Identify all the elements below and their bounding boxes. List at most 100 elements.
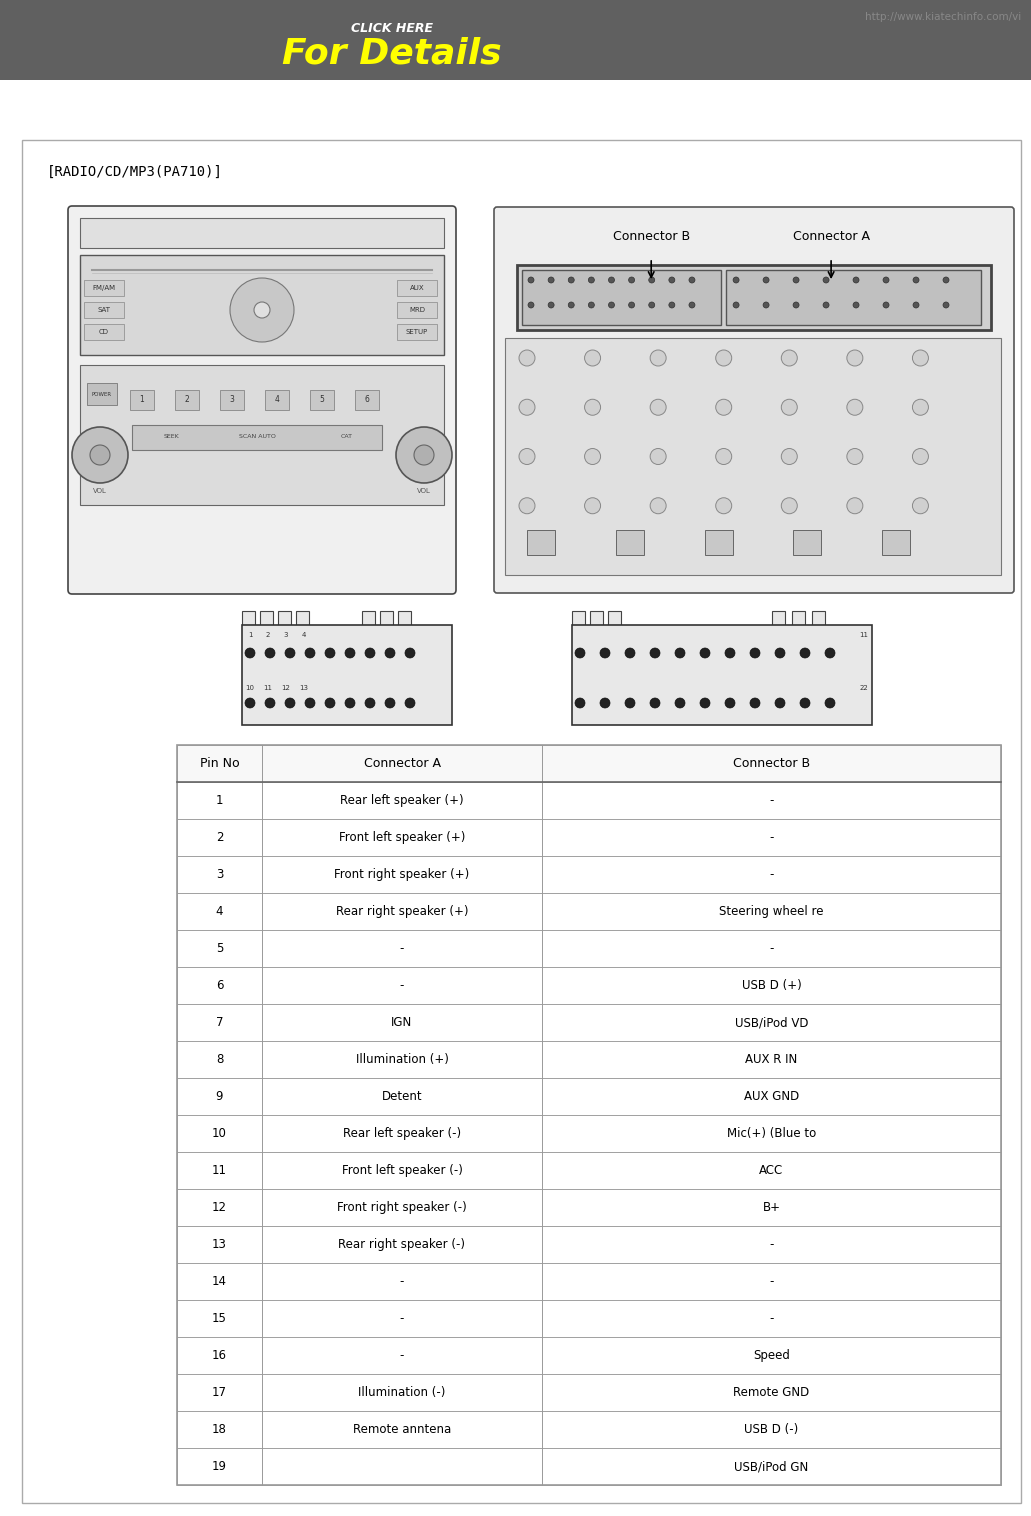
Circle shape — [600, 647, 610, 658]
Text: 11: 11 — [212, 1164, 227, 1176]
Circle shape — [846, 350, 863, 365]
Text: 5: 5 — [215, 941, 223, 955]
Circle shape — [585, 350, 601, 365]
Text: 15: 15 — [212, 1311, 227, 1325]
FancyBboxPatch shape — [494, 208, 1015, 593]
Circle shape — [883, 277, 889, 283]
Bar — [242, 625, 452, 725]
Bar — [616, 531, 643, 555]
Text: Illumination (-): Illumination (-) — [359, 1386, 445, 1399]
Bar — [397, 280, 437, 296]
Circle shape — [405, 697, 415, 708]
Text: IGN: IGN — [392, 1016, 412, 1029]
Bar — [177, 1114, 1001, 1152]
Circle shape — [265, 647, 275, 658]
Bar — [242, 611, 255, 625]
Bar — [177, 1263, 1001, 1301]
Text: ACC: ACC — [760, 1164, 784, 1176]
Text: 16: 16 — [212, 1349, 227, 1361]
Circle shape — [883, 302, 889, 308]
Bar — [80, 218, 444, 249]
Circle shape — [90, 446, 110, 465]
Circle shape — [519, 497, 535, 514]
Text: -: - — [769, 831, 773, 844]
Bar — [177, 744, 1001, 1486]
Circle shape — [650, 697, 660, 708]
Circle shape — [651, 350, 666, 365]
Text: USB D (-): USB D (-) — [744, 1424, 799, 1436]
Circle shape — [651, 497, 666, 514]
Text: 8: 8 — [215, 1054, 223, 1066]
Text: 10: 10 — [245, 685, 255, 691]
Circle shape — [725, 697, 735, 708]
Text: Steering wheel re: Steering wheel re — [720, 905, 824, 919]
Text: Speed: Speed — [753, 1349, 790, 1361]
Circle shape — [733, 277, 739, 283]
Circle shape — [689, 277, 695, 283]
Bar — [726, 270, 982, 324]
Text: Connector B: Connector B — [733, 756, 810, 770]
Text: -: - — [769, 1239, 773, 1251]
Circle shape — [651, 449, 666, 464]
Text: 22: 22 — [860, 685, 868, 691]
Bar — [177, 1226, 1001, 1263]
Circle shape — [853, 277, 859, 283]
Bar — [265, 390, 289, 409]
Bar — [175, 390, 199, 409]
Bar — [362, 611, 375, 625]
Text: Rear left speaker (+): Rear left speaker (+) — [340, 794, 464, 807]
Circle shape — [675, 647, 685, 658]
Circle shape — [800, 647, 810, 658]
Circle shape — [519, 350, 535, 365]
Circle shape — [846, 449, 863, 464]
Bar — [177, 1301, 1001, 1337]
Circle shape — [305, 697, 315, 708]
Circle shape — [285, 697, 295, 708]
Circle shape — [325, 647, 335, 658]
Bar — [572, 611, 585, 625]
Circle shape — [589, 277, 594, 283]
Text: 6: 6 — [215, 979, 224, 991]
Circle shape — [750, 647, 760, 658]
Circle shape — [385, 697, 395, 708]
Text: B+: B+ — [763, 1201, 780, 1214]
Circle shape — [823, 302, 829, 308]
Text: [RADIO/CD/MP3(PA710)]: [RADIO/CD/MP3(PA710)] — [47, 165, 223, 179]
Circle shape — [648, 277, 655, 283]
Circle shape — [912, 350, 929, 365]
Text: -: - — [400, 1349, 404, 1361]
Bar — [177, 819, 1001, 857]
Circle shape — [575, 647, 585, 658]
Circle shape — [716, 497, 732, 514]
Bar — [87, 384, 117, 405]
Circle shape — [716, 449, 732, 464]
Text: Rear right speaker (+): Rear right speaker (+) — [336, 905, 468, 919]
Text: 3: 3 — [230, 396, 234, 405]
Bar — [772, 611, 785, 625]
Circle shape — [700, 697, 710, 708]
Circle shape — [700, 647, 710, 658]
Bar — [397, 324, 437, 340]
Bar — [177, 1041, 1001, 1078]
Circle shape — [781, 449, 797, 464]
Circle shape — [575, 697, 585, 708]
Circle shape — [608, 277, 614, 283]
Bar — [590, 611, 603, 625]
Bar — [84, 280, 124, 296]
Text: Connector A: Connector A — [793, 230, 869, 243]
Circle shape — [853, 302, 859, 308]
Text: 18: 18 — [212, 1424, 227, 1436]
Text: 13: 13 — [299, 685, 308, 691]
Circle shape — [625, 697, 635, 708]
Circle shape — [245, 697, 255, 708]
Circle shape — [396, 428, 452, 484]
Bar — [22, 139, 1021, 1502]
Circle shape — [589, 302, 594, 308]
Circle shape — [793, 302, 799, 308]
Circle shape — [651, 399, 666, 415]
Text: Remote GND: Remote GND — [733, 1386, 809, 1399]
Circle shape — [285, 647, 295, 658]
Bar — [177, 857, 1001, 893]
Circle shape — [750, 697, 760, 708]
Text: Illumination (+): Illumination (+) — [356, 1054, 448, 1066]
